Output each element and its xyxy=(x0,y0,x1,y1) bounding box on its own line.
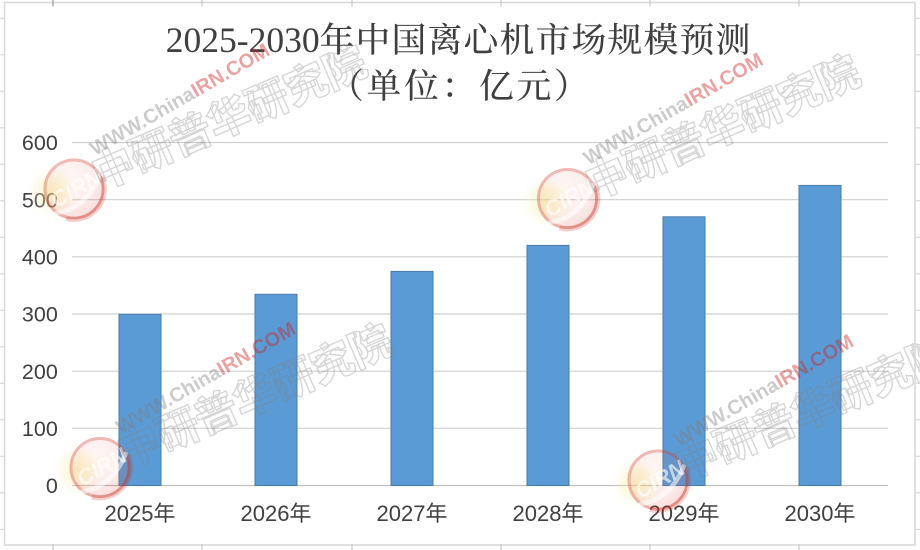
svg-text:2030: 2030 xyxy=(785,501,834,526)
svg-text:400: 400 xyxy=(22,246,58,270)
svg-text:2028: 2028 xyxy=(513,501,562,526)
svg-text:200: 200 xyxy=(22,360,58,384)
svg-text:300: 300 xyxy=(22,303,58,327)
svg-text:2027: 2027 xyxy=(377,501,426,526)
svg-text:600: 600 xyxy=(22,131,58,155)
svg-text:100: 100 xyxy=(22,417,58,441)
svg-text:2025: 2025 xyxy=(105,501,154,526)
svg-text:2026: 2026 xyxy=(241,501,290,526)
